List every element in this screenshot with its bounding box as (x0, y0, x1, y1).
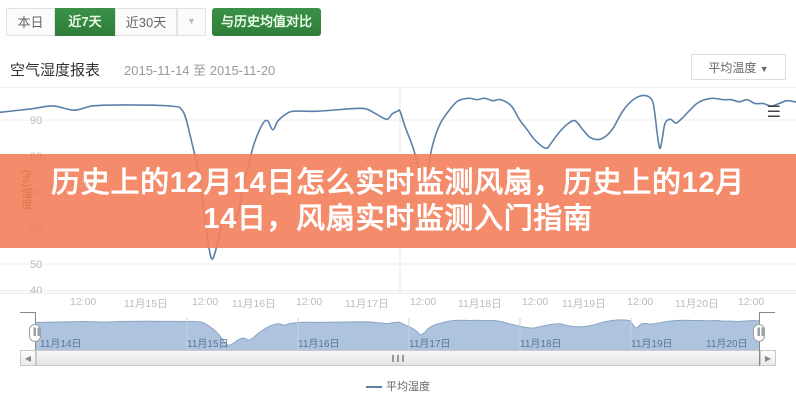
svg-text:50: 50 (30, 259, 42, 271)
svg-text:90: 90 (30, 115, 42, 127)
